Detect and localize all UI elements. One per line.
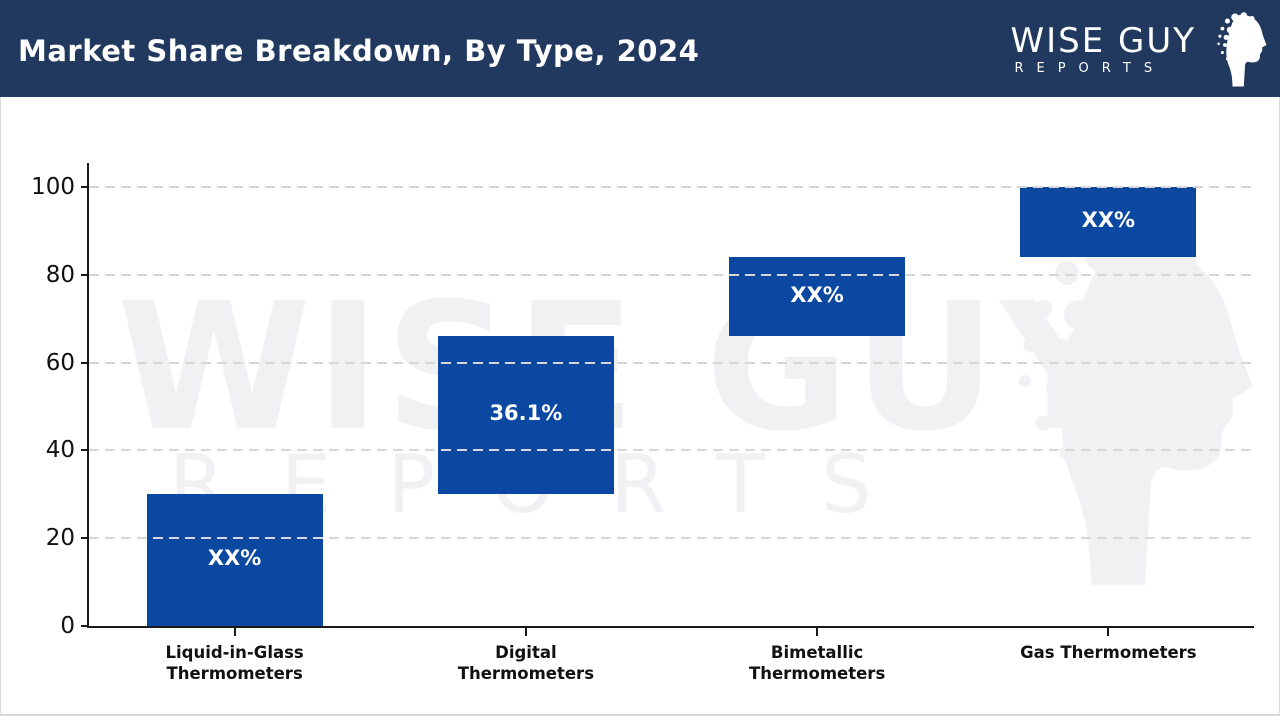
gridline-100: [89, 186, 1254, 188]
logo-text: WISE GUY REPORTS: [1010, 20, 1196, 77]
x-tick: [1107, 628, 1110, 636]
brand-logo: WISE GUY REPORTS: [1010, 8, 1270, 92]
bar-value-label: 36.1%: [489, 401, 563, 426]
bar-value-label: XX%: [790, 282, 844, 307]
header-bar: Market Share Breakdown, By Type, 2024 WI…: [0, 0, 1280, 97]
gridline-20: [89, 537, 1254, 540]
x-category-label: Bimetallic Thermometers: [748, 643, 886, 683]
x-tick: [233, 628, 236, 636]
x-category-label: Gas Thermometers: [1020, 643, 1197, 662]
gridline-60: [89, 361, 1254, 364]
x-category-label: Digital Thermometers: [457, 643, 595, 683]
dotted-head-icon: [1217, 12, 1267, 87]
y-tick-40: [81, 449, 89, 452]
gridline-40: [89, 449, 1254, 452]
bar-segment: [146, 494, 323, 626]
y-tick-label-0: 0: [60, 613, 75, 639]
bar-value-label: XX%: [1081, 208, 1136, 233]
chart-area: WISE GUY REPORTS 020406080100XX%Liquid-i…: [0, 97, 1280, 716]
x-tick: [524, 628, 527, 636]
y-tick-label-80: 80: [45, 261, 75, 288]
y-tick-label-100: 100: [31, 174, 75, 200]
y-tick-80: [81, 273, 89, 276]
y-axis-line: [87, 163, 89, 628]
x-axis-line: [87, 626, 1254, 628]
logo-subtext: REPORTS: [1014, 61, 1166, 77]
y-tick-label-20: 20: [45, 525, 75, 552]
bar-segment: [729, 257, 906, 336]
logo-wordmark: WISE GUY: [1010, 20, 1196, 61]
gridline-80: [89, 273, 1254, 276]
y-tick-20: [81, 537, 89, 540]
bar-segment: [1020, 187, 1197, 258]
y-tick-60: [81, 361, 89, 364]
bar-value-label: XX%: [207, 546, 262, 571]
y-tick-100: [81, 186, 89, 188]
y-tick-label-60: 60: [45, 349, 75, 376]
chart-title: Market Share Breakdown, By Type, 2024: [18, 34, 700, 68]
watermark-wordmark: WISE GUY: [117, 265, 1132, 470]
y-tick-label-40: 40: [45, 437, 75, 464]
x-category-label: Liquid-in-Glass Thermometers: [165, 643, 304, 683]
x-tick: [816, 628, 819, 636]
y-tick-0: [81, 625, 89, 627]
plot: 0 20 40 60 80 100 XX% Liquid-in-Glass Thermomet…: [1, 97, 1279, 714]
